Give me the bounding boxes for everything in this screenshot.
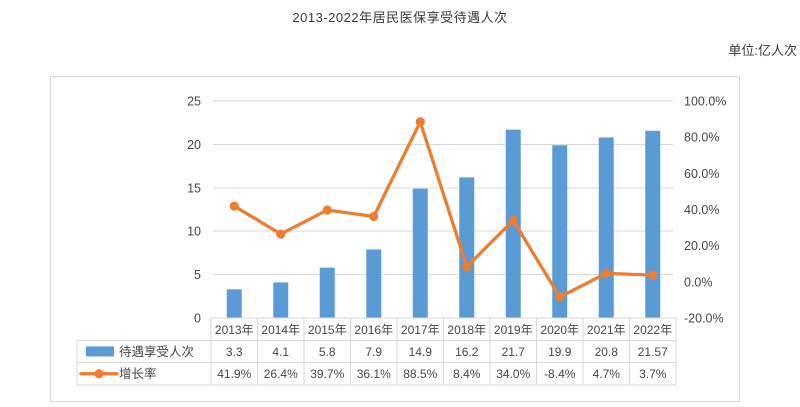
x-axis-label: 2013年 <box>215 323 254 337</box>
table-value-benefit: 21.57 <box>638 345 668 359</box>
left-axis-tick-label: 25 <box>187 95 201 109</box>
x-axis-label: 2022年 <box>633 323 672 337</box>
x-axis-label: 2019年 <box>494 323 533 337</box>
legend-label-benefit: 待遇享受人次 <box>119 344 194 359</box>
bar-2016年 <box>366 249 382 318</box>
legend-bar-swatch <box>86 346 114 357</box>
table-value-growth: 34.0% <box>496 367 530 381</box>
right-axis-tick-label: 80.0% <box>684 131 719 145</box>
chart-container: 0 5 10 15 20 25 -20.0% 0.0% 20.0% 40.0% 60.0% 80.0%… <box>50 76 740 402</box>
table-value-growth: 88.5% <box>403 367 437 381</box>
table-value-benefit: 16.2 <box>455 345 479 359</box>
line-marker-2017年 <box>415 117 425 127</box>
legend-label-growth: 增长率 <box>119 366 157 381</box>
table-value-benefit: 5.8 <box>319 345 336 359</box>
table-value-benefit: 19.9 <box>548 345 572 359</box>
table-value-growth: 8.4% <box>453 367 481 381</box>
legend-line-marker <box>94 369 104 379</box>
bar-2017年 <box>412 188 428 318</box>
left-axis-tick-label: 0 <box>194 312 201 326</box>
line-marker-2018年 <box>462 262 472 272</box>
right-axis-tick-label: 60.0% <box>684 167 719 181</box>
line-marker-2022年 <box>648 270 658 280</box>
table-value-benefit: 4.1 <box>272 345 289 359</box>
table-value-benefit: 21.7 <box>502 345 526 359</box>
bar-2020年 <box>552 145 568 318</box>
table-value-growth: 4.7% <box>593 367 621 381</box>
right-axis-tick-label: 40.0% <box>684 203 719 217</box>
table-value-growth: 36.1% <box>357 367 391 381</box>
bar-2018年 <box>459 177 475 318</box>
x-axis-label: 2014年 <box>261 323 300 337</box>
table-value-benefit: 20.8 <box>595 345 619 359</box>
left-axis-tick-label: 5 <box>194 268 201 282</box>
table-value-benefit: 3.3 <box>226 345 243 359</box>
table-value-growth: 39.7% <box>310 367 344 381</box>
x-axis-label: 2020年 <box>540 323 579 337</box>
bar-2022年 <box>645 130 661 318</box>
bar-2021年 <box>598 137 614 318</box>
table-value-growth: -8.4% <box>544 367 576 381</box>
left-axis-tick-label: 10 <box>187 225 201 239</box>
table-value-benefit: 7.9 <box>365 345 382 359</box>
growth-rate-line <box>232 120 655 299</box>
right-axis-tick-label: -20.0% <box>684 312 724 326</box>
line-marker-2014年 <box>276 229 286 239</box>
right-axis-tick-label: 20.0% <box>684 239 719 253</box>
combo-chart: 0 5 10 15 20 25 -20.0% 0.0% 20.0% 40.0% 60.0% 80.0%… <box>76 95 726 386</box>
x-axis-label: 2016年 <box>354 323 393 337</box>
line-marker-2020年 <box>555 292 565 302</box>
table-value-growth: 26.4% <box>264 367 298 381</box>
table-value-benefit: 14.9 <box>409 345 433 359</box>
x-axis-label: 2021年 <box>587 323 626 337</box>
table-value-growth: 3.7% <box>639 367 667 381</box>
x-axis-label: 2018年 <box>447 323 486 337</box>
line-marker-2021年 <box>601 268 611 278</box>
line-marker-2013年 <box>229 201 239 211</box>
chart-title: 2013-2022年居民医保享受待遇人次 <box>292 10 508 25</box>
right-axis-tick-label: 0.0% <box>684 275 713 289</box>
bar-2015年 <box>319 267 335 318</box>
line-marker-2015年 <box>322 205 332 215</box>
unit-label: 单位:亿人次 <box>728 43 797 58</box>
right-axis-tick-label: 100.0% <box>684 95 726 109</box>
bar-2014年 <box>273 282 289 318</box>
table-value-growth: 41.9% <box>217 367 251 381</box>
x-axis-label: 2015年 <box>308 323 347 337</box>
x-axis-label: 2017年 <box>401 323 440 337</box>
left-axis-tick-label: 20 <box>187 138 201 152</box>
line-marker-2019年 <box>508 215 518 225</box>
bar-2013年 <box>226 289 242 318</box>
line-marker-2016年 <box>369 211 379 222</box>
left-axis-tick-label: 15 <box>187 181 201 195</box>
